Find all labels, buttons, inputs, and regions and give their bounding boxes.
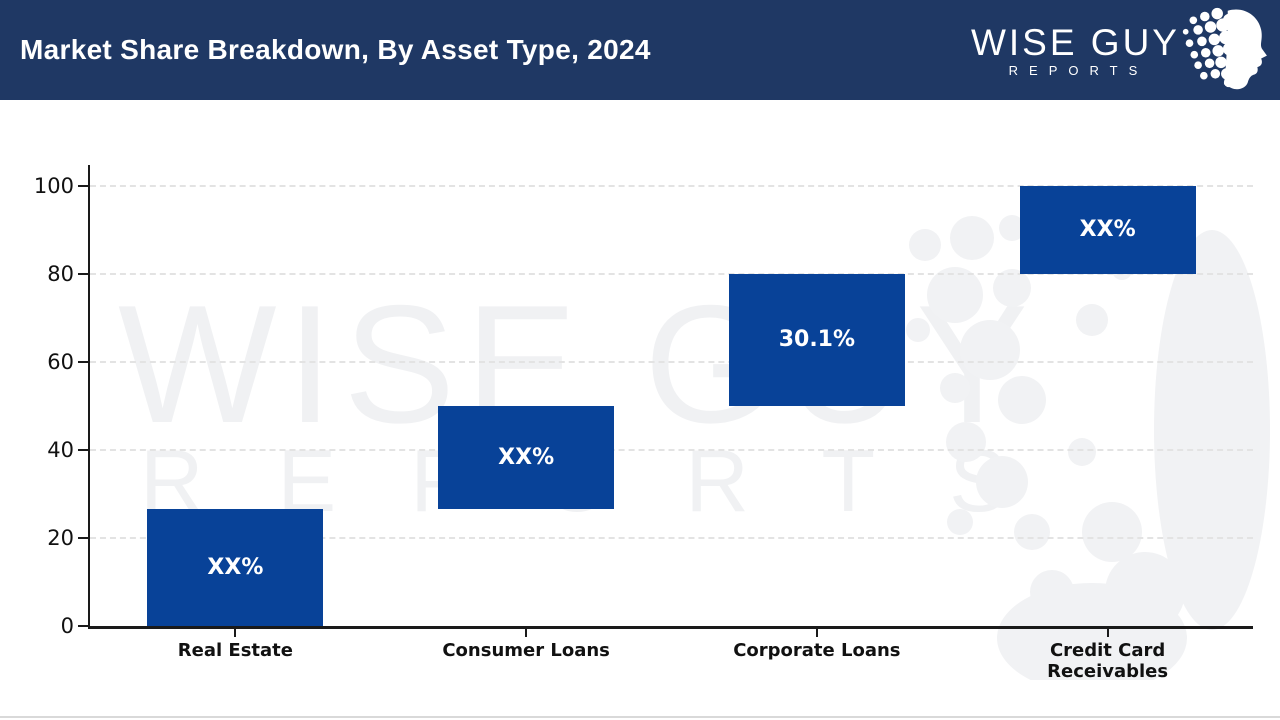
y-tick-label-100: 100 [33,174,74,198]
bar-value-label: XX% [1079,217,1136,243]
bar-value-label: 30.1% [778,327,856,353]
y-axis-line [88,165,90,628]
y-tick-80 [78,273,88,275]
gridline-60 [90,361,1253,363]
x-axis-line [88,626,1253,629]
bar-credit-card-receivables: XX% [1019,186,1196,274]
x-tick-2 [815,629,818,637]
y-tick-label-60: 60 [47,350,74,374]
category-label-3: Credit Card Receivables [1047,640,1169,682]
y-tick-100 [78,185,88,187]
y-tick-40 [78,449,88,451]
chart-title: Market Share Breakdown, By Asset Type, 2… [20,34,651,65]
category-label-2: Corporate Loans [733,640,901,661]
y-tick-label-20: 20 [47,526,74,550]
category-label-1: Consumer Loans [442,640,610,661]
gridline-40 [90,449,1253,451]
y-tick-60 [78,361,88,363]
y-tick-label-80: 80 [47,262,74,286]
y-tick-label-40: 40 [47,438,74,462]
header: Market Share Breakdown, By Asset Type, 2… [0,0,1280,100]
x-tick-3 [1106,629,1109,637]
brand-name: WISE GUY [970,21,1180,63]
brand-head-icon [1174,5,1270,95]
y-tick-0 [78,625,88,627]
watermark-head-dots-icon [860,200,1270,693]
gridline-80 [90,273,1253,275]
gridline-100 [90,185,1253,187]
bar-real-estate: XX% [147,508,324,626]
x-tick-1 [525,629,528,637]
y-tick-label-0: 0 [60,614,74,638]
category-label-0: Real Estate [177,640,293,661]
bar-consumer-loans: XX% [438,406,615,509]
brand-logo: WISE GUY REPORTS [971,5,1270,95]
x-tick-0 [234,629,237,637]
gridline-20 [90,537,1253,539]
bar-corporate-loans: 30.1% [728,273,905,406]
bar-value-label: XX% [498,444,555,470]
bar-value-label: XX% [207,554,264,580]
brand-tagline: REPORTS [1008,62,1149,78]
y-tick-20 [78,537,88,539]
brand-logo-text: WISE GUY REPORTS [971,24,1180,77]
bottom-rule [0,716,1280,718]
